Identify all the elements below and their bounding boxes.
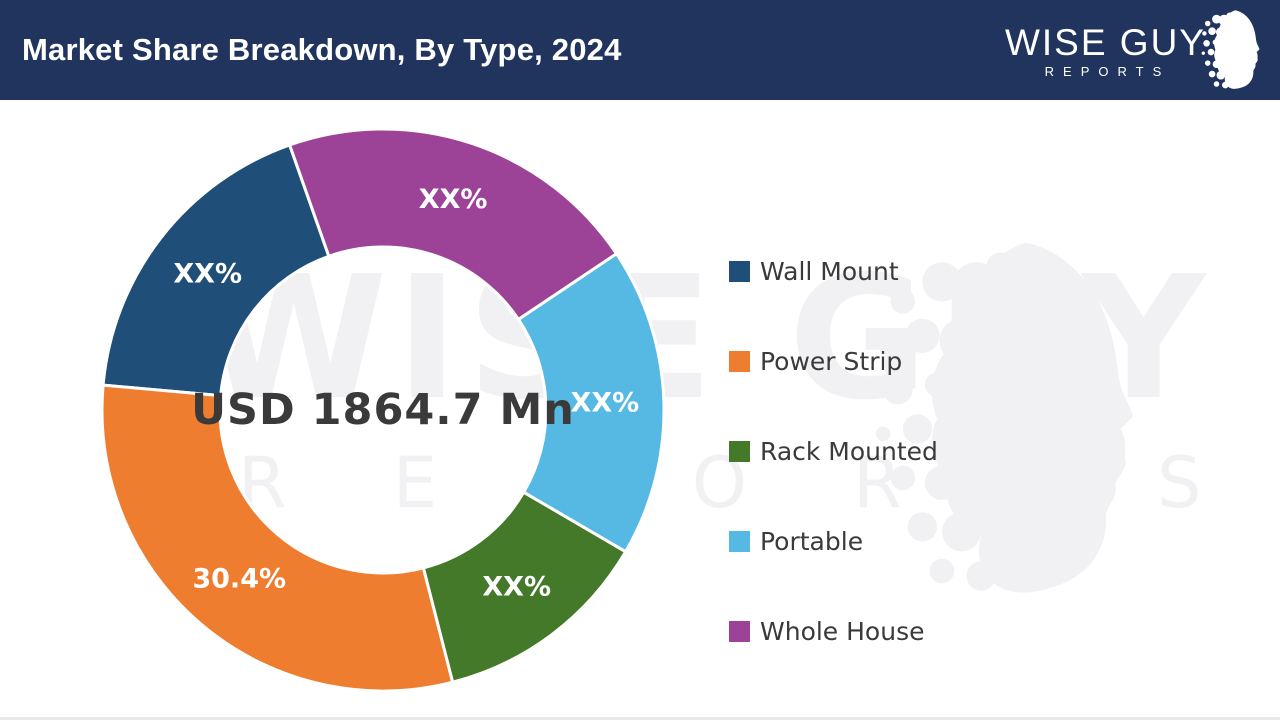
slice-percent-label: XX%	[419, 184, 488, 215]
donut-slice-whole-house	[288, 127, 619, 321]
slice-percent-label: 30.4%	[192, 564, 286, 595]
page-title: Market Share Breakdown, By Type, 2024	[22, 32, 622, 67]
logo-head-icon	[1201, 10, 1260, 89]
center-value-label: USD 1864.7 Mn	[191, 385, 575, 435]
donut-slice-portable	[516, 252, 666, 554]
legend-item-wall-mount: Wall Mount	[729, 256, 938, 286]
legend-item-power-strip: Power Strip	[729, 346, 938, 376]
donut-slice-power-strip	[100, 383, 455, 693]
legend-label: Rack Mounted	[760, 436, 938, 466]
slice-percent-label: XX%	[571, 388, 640, 419]
logo-subtitle: REPORTS	[1044, 64, 1171, 80]
legend-swatch	[729, 530, 750, 552]
legend-item-rack-mounted: Rack Mounted	[729, 436, 938, 466]
chart-area: WISE GUY R E P O R T S XX% 30.4% XX% XX% XX%…	[0, 100, 1280, 720]
logo-text: WISE GUY REPORTS	[1004, 21, 1206, 80]
legend-label: Power Strip	[760, 346, 903, 376]
legend: Wall Mount Power Strip Rack Mounted Portabl…	[729, 256, 938, 706]
slice-percent-label: XX%	[173, 258, 242, 289]
donut-slice-wall-mount	[101, 143, 331, 398]
legend-swatch	[729, 260, 750, 282]
donut-chart: XX% 30.4% XX% XX% XX%	[100, 127, 666, 693]
bottom-strip	[0, 717, 1280, 720]
legend-swatch	[729, 350, 750, 372]
legend-label: Whole House	[760, 616, 925, 646]
legend-label: Wall Mount	[760, 256, 899, 286]
legend-swatch	[729, 620, 750, 642]
legend-swatch	[729, 440, 750, 462]
legend-item-whole-house: Whole House	[729, 616, 938, 646]
legend-label: Portable	[760, 526, 864, 556]
logo-name: WISE GUY	[1004, 21, 1206, 63]
wise-guy-logo: WISE GUY REPORTS	[1005, 7, 1266, 95]
slice-percent-label: XX%	[482, 572, 551, 603]
legend-item-portable: Portable	[729, 526, 938, 556]
header-bar: Market Share Breakdown, By Type, 2024 WI…	[0, 0, 1280, 100]
